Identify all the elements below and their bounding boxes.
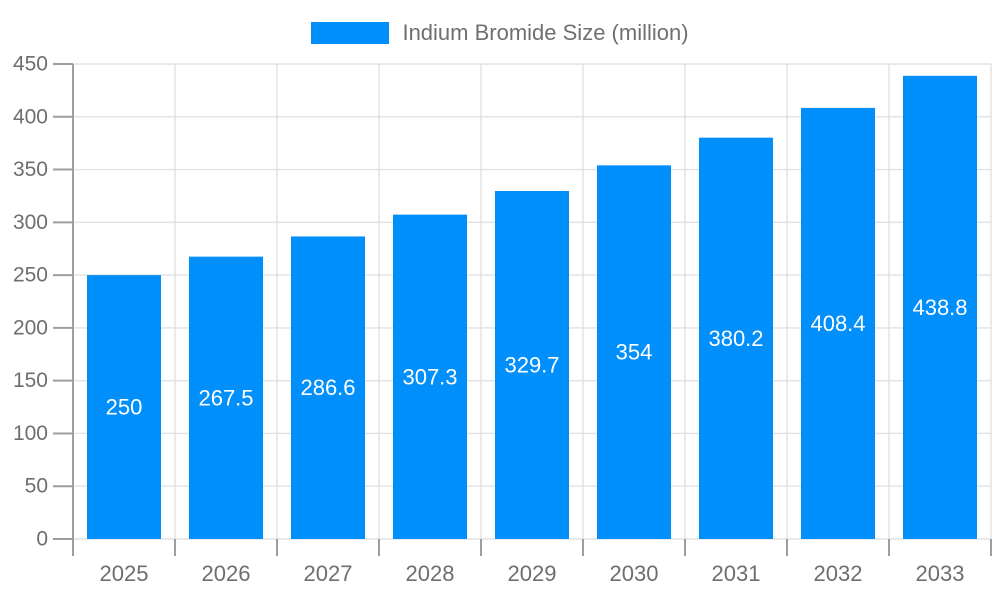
x-axis-label: 2025 [100, 561, 149, 586]
bar[interactable] [291, 236, 365, 539]
bar-value-label: 329.7 [504, 352, 559, 377]
bar-value-label: 380.2 [708, 326, 763, 351]
bar[interactable] [597, 165, 671, 540]
y-axis-label: 150 [13, 369, 48, 392]
bar[interactable] [699, 137, 773, 539]
bar-value-label: 250 [106, 395, 143, 420]
x-axis-label: 2026 [202, 561, 251, 586]
y-axis-label: 400 [13, 105, 48, 128]
x-axis-label: 2031 [712, 561, 761, 586]
x-axis-label: 2028 [406, 561, 455, 586]
bar[interactable] [903, 75, 977, 540]
legend-swatch [311, 22, 390, 44]
bar[interactable] [495, 190, 569, 539]
y-axis-label: 0 [36, 528, 48, 551]
bar-value-label: 267.5 [198, 385, 253, 410]
bar-value-label: 307.3 [402, 364, 457, 389]
legend[interactable]: Indium Bromide Size (million) [0, 20, 1000, 46]
bar[interactable] [393, 214, 467, 539]
y-axis-label: 450 [13, 53, 48, 76]
bar[interactable] [801, 107, 875, 540]
bar-value-label: 354 [616, 340, 653, 365]
bar[interactable] [87, 275, 161, 539]
y-axis-label: 50 [25, 475, 48, 498]
bar[interactable] [189, 256, 263, 539]
y-axis-label: 350 [13, 158, 48, 181]
y-axis-label: 250 [13, 264, 48, 287]
x-axis-label: 2033 [916, 561, 965, 586]
x-axis-label: 2032 [814, 561, 863, 586]
bar-value-label: 408.4 [810, 311, 865, 336]
legend-label: Indium Bromide Size (million) [402, 20, 689, 45]
y-axis-label: 300 [13, 211, 48, 234]
x-axis-label: 2029 [508, 561, 557, 586]
y-axis-label: 100 [13, 422, 48, 445]
bar-value-label: 438.8 [912, 295, 967, 320]
y-axis-label: 200 [13, 316, 48, 339]
bar-value-label: 286.6 [300, 375, 355, 400]
x-axis-label: 2030 [610, 561, 659, 586]
x-axis-label: 2027 [304, 561, 353, 586]
